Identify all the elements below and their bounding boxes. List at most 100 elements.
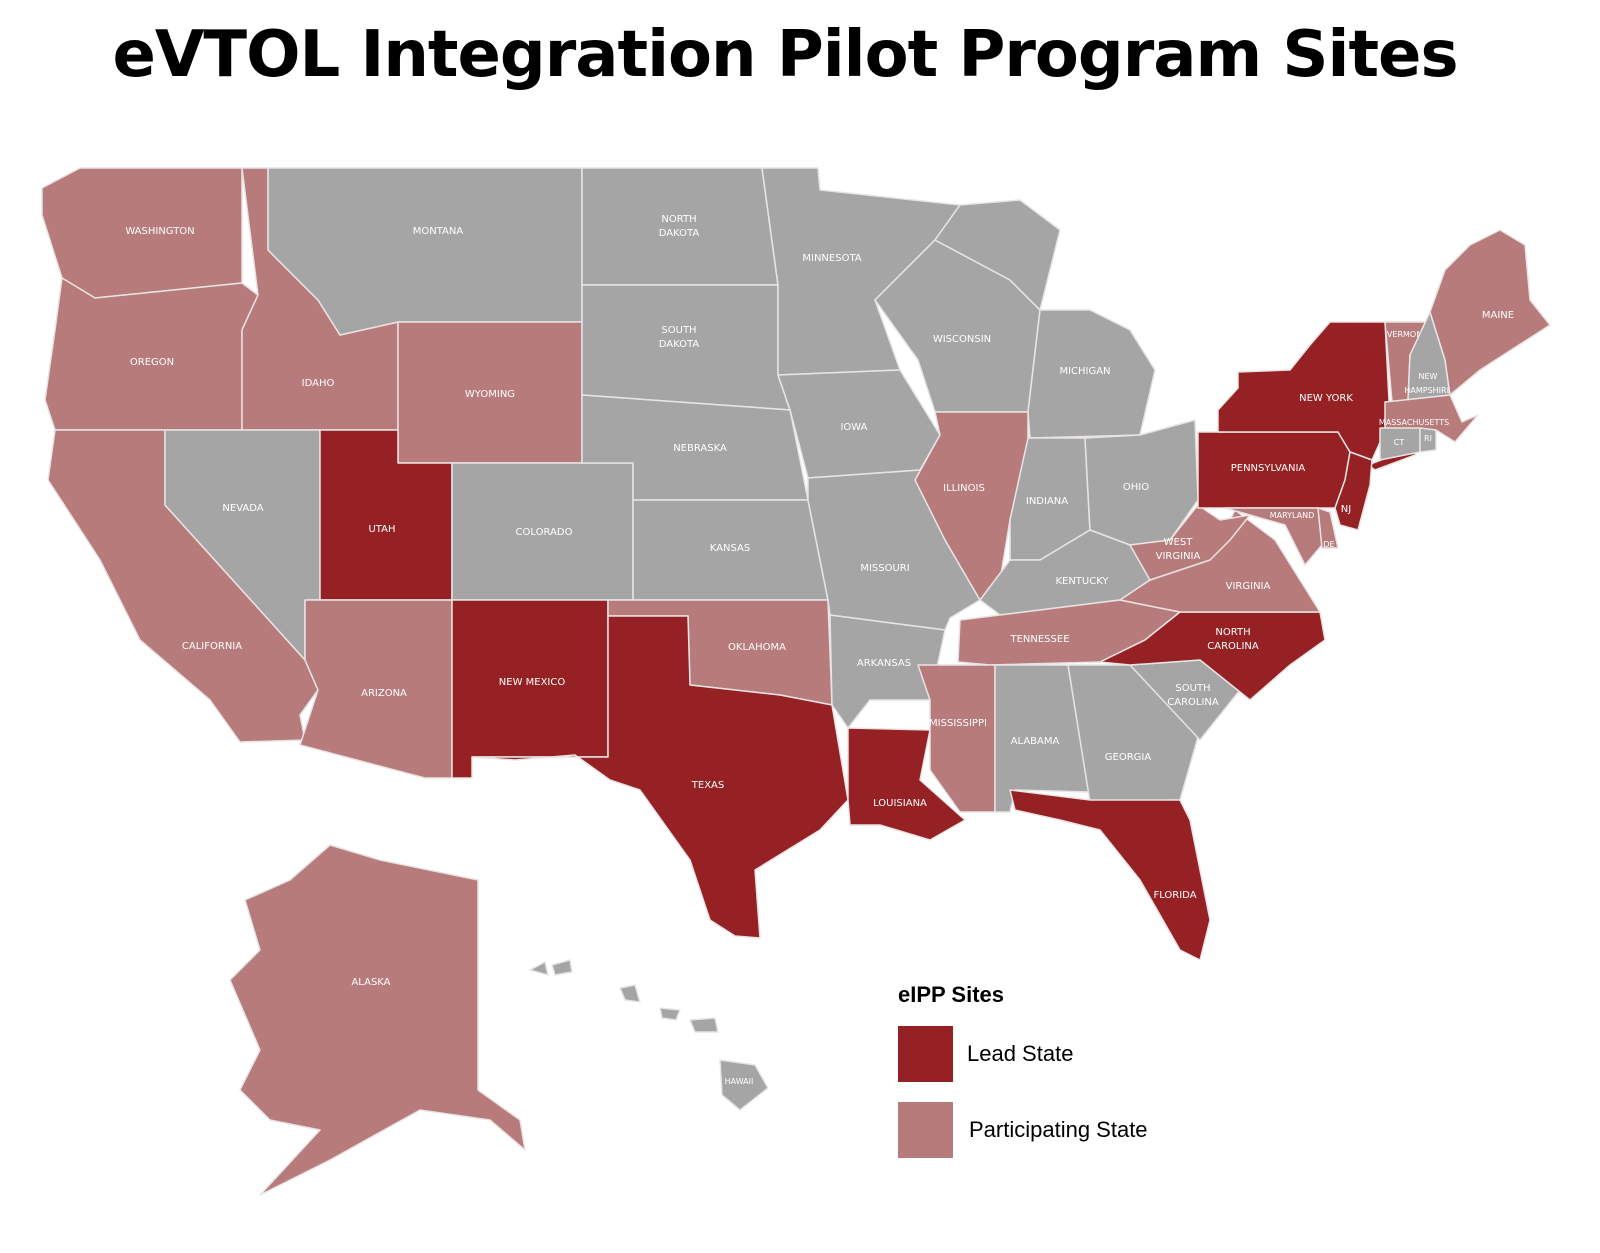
state-ks: KANSAS <box>632 499 829 601</box>
state-label: NORTH CAROLINA <box>1207 627 1259 652</box>
state-shape <box>934 199 1061 311</box>
state-label: ALABAMA <box>1011 736 1060 747</box>
state-label: NEVADA <box>222 503 263 514</box>
state-label: NJ <box>1341 504 1351 515</box>
state-label: ARIZONA <box>361 688 407 699</box>
state-label: MARYLAND <box>1270 511 1315 520</box>
state-label: GEORGIA <box>1105 752 1152 763</box>
state-ar: ARKANSAS <box>829 614 946 729</box>
state-label: COLORADO <box>516 527 573 538</box>
state-label: WYOMING <box>465 389 515 400</box>
state-label: MONTANA <box>413 226 464 237</box>
state-label: MISSOURI <box>860 563 909 574</box>
state-label: MASSACHUSETTS <box>1379 418 1449 427</box>
state-or: OREGON <box>44 277 259 431</box>
state-wa: WASHINGTON <box>41 167 243 299</box>
state-label: OHIO <box>1123 482 1149 493</box>
state-label: NEW YORK <box>1299 393 1353 404</box>
state-label: INDIANA <box>1026 496 1068 507</box>
state-shape <box>689 1017 719 1033</box>
state-label: ILLINOIS <box>943 483 985 494</box>
legend-item-participating: Participating State <box>898 1102 1148 1158</box>
state-label: TEXAS <box>691 780 724 791</box>
state-label: TENNESSEE <box>1009 634 1069 645</box>
state-label: LOUISIANA <box>873 798 927 809</box>
state-ia: IOWA <box>777 369 941 479</box>
state-label: WASHINGTON <box>125 226 194 237</box>
state-shape <box>471 615 849 939</box>
legend-title: eIPP Sites <box>898 982 1004 1007</box>
state-label: NEW MEXICO <box>499 677 566 688</box>
state-shape <box>1429 229 1551 396</box>
state-label: KANSAS <box>710 543 750 554</box>
state-shape <box>659 1007 681 1021</box>
state-shape <box>847 727 966 841</box>
state-label: KENTUCKY <box>1055 576 1109 587</box>
state-shape <box>719 1059 769 1111</box>
state-label: UTAH <box>368 524 395 535</box>
state-label: FLORIDA <box>1153 890 1196 901</box>
state-label: IOWA <box>840 422 867 433</box>
state-label: PENNSYLVANIA <box>1231 463 1306 474</box>
state-shape <box>1099 611 1326 701</box>
state-de: DE <box>1317 507 1339 549</box>
state-shape <box>1419 427 1437 453</box>
legend-label-participating: Participating State <box>969 1117 1148 1142</box>
state-label: OREGON <box>130 357 174 368</box>
state-label: DE <box>1323 540 1334 549</box>
state-shape <box>1317 507 1339 549</box>
state-ga: GEORGIA <box>1067 664 1201 803</box>
state-shape <box>829 614 946 729</box>
state-label: ALASKA <box>351 977 390 988</box>
state-shape <box>529 961 549 976</box>
state-shape <box>551 959 573 976</box>
legend-swatch-participating <box>898 1102 953 1158</box>
state-shape <box>44 277 259 431</box>
state-label: SOUTH DAKOTA <box>659 325 700 350</box>
state-co: COLORADO <box>451 462 634 601</box>
state-pa: PENNSYLVANIA <box>1197 431 1351 509</box>
legend-label-lead: Lead State <box>967 1041 1074 1066</box>
state-ri: RI <box>1419 427 1437 453</box>
state-mi: MICHIGAN <box>934 199 1156 439</box>
state-az: ARIZONA <box>299 599 453 779</box>
state-fl: FLORIDA <box>1009 789 1211 961</box>
state-shape <box>229 844 526 1196</box>
state-tx: TEXAS <box>471 615 849 939</box>
state-label: MAINE <box>1482 310 1514 321</box>
state-me: MAINE <box>1429 229 1551 396</box>
state-nj: NJ <box>1334 451 1373 531</box>
state-label: MISSISSIPPI <box>929 718 987 729</box>
state-la: LOUISIANA <box>847 727 966 841</box>
state-label: OKLAHOMA <box>728 642 786 653</box>
state-shape <box>619 984 641 1003</box>
state-label: RI <box>1424 434 1432 443</box>
state-shape <box>1009 789 1211 961</box>
state-ak: ALASKA <box>229 844 526 1196</box>
state-label: SOUTH CAROLINA <box>1167 683 1219 708</box>
state-label: NORTH DAKOTA <box>659 214 700 239</box>
state-label: CT <box>1394 438 1405 447</box>
state-nm: NEW MEXICO <box>451 599 609 779</box>
state-label: WISCONSIN <box>933 334 991 345</box>
state-label: WEST VIRGINIA <box>1156 537 1201 562</box>
state-hi: HAWAII <box>529 959 769 1111</box>
state-shape <box>1067 664 1201 803</box>
state-label: NEW HAMPSHIRE <box>1404 372 1451 395</box>
state-label: MINNESOTA <box>802 253 861 264</box>
state-label: ARKANSAS <box>857 658 911 669</box>
state-shape <box>581 167 779 286</box>
state-label: NEBRASKA <box>673 443 727 454</box>
state-shape <box>1334 451 1373 531</box>
legend-swatch-lead <box>898 1026 953 1082</box>
state-nd: NORTH DAKOTA <box>581 167 779 286</box>
state-label: VIRGINIA <box>1226 581 1271 592</box>
state-label: CALIFORNIA <box>182 641 242 652</box>
legend: eIPP Sites Lead State Participating Stat… <box>898 982 1148 1158</box>
state-sd: SOUTH DAKOTA <box>581 284 791 411</box>
state-label: MICHIGAN <box>1059 366 1110 377</box>
state-label: VERMONT <box>1387 330 1427 339</box>
state-label: HAWAII <box>725 1077 754 1086</box>
state-shape <box>451 599 609 779</box>
